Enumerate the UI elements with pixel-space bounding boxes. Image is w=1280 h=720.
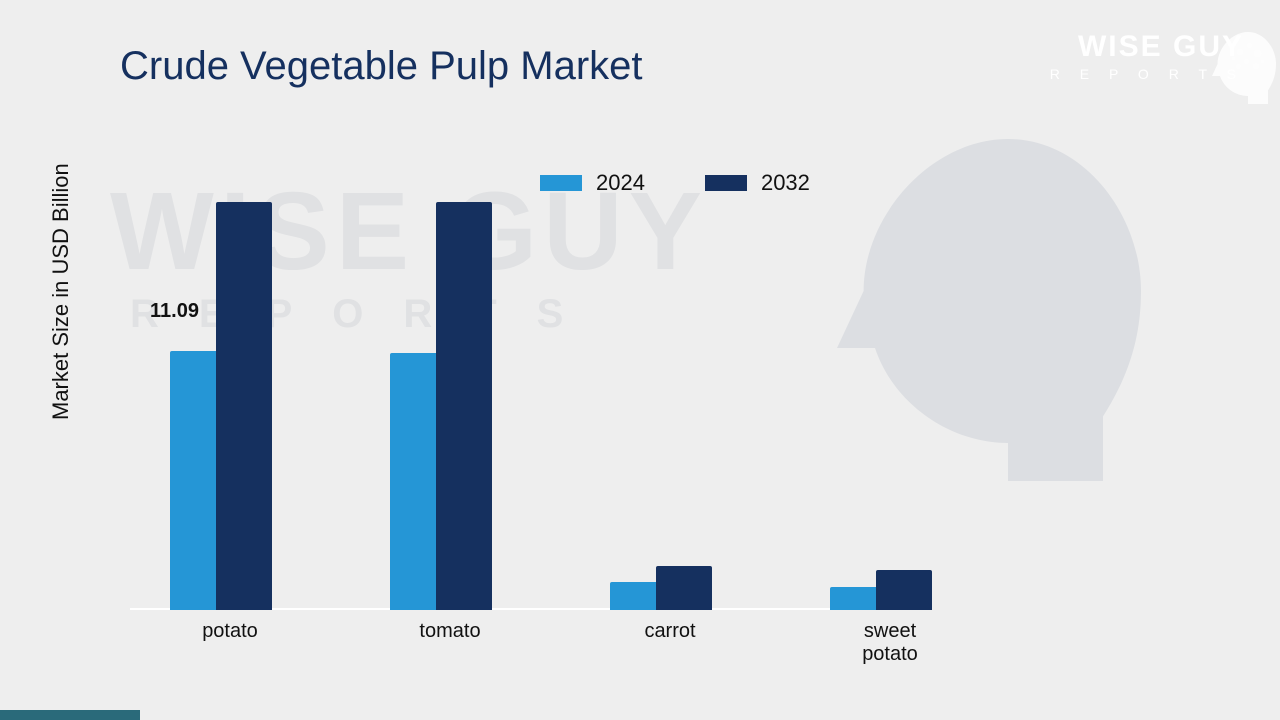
page-root: WISE GUY R E P O R T S WISE GUY REPORTS …: [0, 0, 1280, 720]
y-axis-label: Market Size in USD Billion: [48, 163, 74, 420]
bar-2032: [216, 202, 272, 610]
bar-chart: Market Size in USD Billion potatotomatoc…: [58, 170, 938, 670]
category-label: sweetpotato: [820, 620, 960, 666]
bar-group: potato: [160, 190, 300, 610]
category-label: tomato: [380, 620, 520, 643]
bar-2032: [876, 570, 932, 610]
category-label: potato: [160, 620, 300, 643]
bar-group: sweetpotato: [820, 190, 960, 610]
chart-title: Crude Vegetable Pulp Market: [120, 44, 643, 89]
bar-group: tomato: [380, 190, 520, 610]
bar-value-label: 11.09: [150, 300, 199, 323]
brand-head-icon: [1200, 28, 1280, 108]
plot-area: potatotomatocarrotsweetpotato11.09: [128, 190, 928, 610]
category-label: carrot: [600, 620, 740, 643]
footer-accent-bar: [0, 710, 140, 720]
bar-group: carrot: [600, 190, 740, 610]
bar-2032: [436, 202, 492, 610]
bar-2032: [656, 566, 712, 610]
